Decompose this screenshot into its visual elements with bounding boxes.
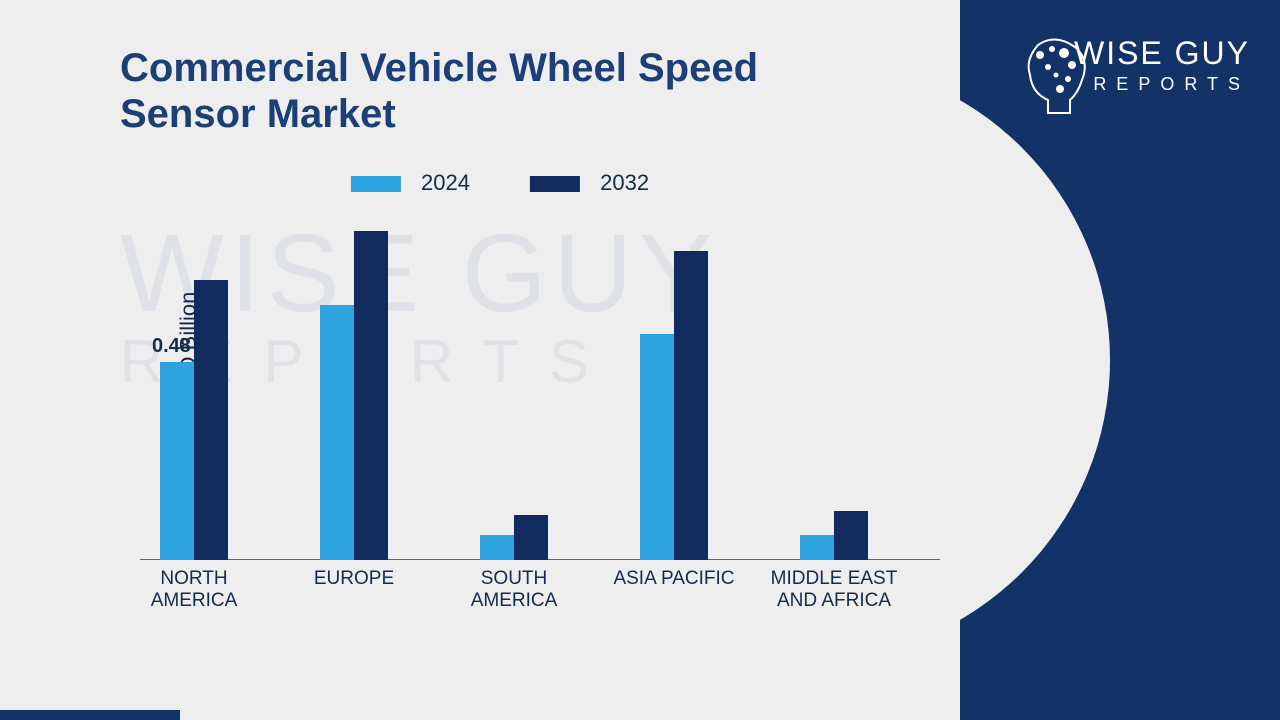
plot-area: 0.48NORTH AMERICAEUROPESOUTH AMERICAASIA… (140, 210, 940, 560)
bar (834, 511, 868, 560)
category-label: ASIA PACIFIC (604, 568, 744, 590)
legend-item-2024: 2024 (351, 170, 470, 196)
page-root: WISE GUY REPORTS Commercial Vehicle Whee… (0, 0, 1280, 720)
logo-line1: WISE GUY (1074, 35, 1250, 72)
legend: 2024 2032 (351, 170, 649, 196)
legend-item-2032: 2032 (530, 170, 649, 196)
bar (674, 251, 708, 560)
bar (320, 305, 354, 560)
category-label: SOUTH AMERICA (444, 568, 584, 612)
bar (480, 535, 514, 560)
bar (800, 535, 834, 560)
bar-value-label: 0.48 (152, 335, 191, 358)
legend-label: 2032 (600, 170, 649, 195)
brand-logo: WISE GUY REPORTS (1074, 35, 1250, 95)
category-label: EUROPE (284, 568, 424, 590)
category-label: MIDDLE EAST AND AFRICA (764, 568, 904, 612)
bar (514, 515, 548, 560)
footer-accent-bar (0, 710, 180, 720)
bar (640, 334, 674, 560)
category-label: NORTH AMERICA (124, 568, 264, 612)
legend-swatch-icon (530, 176, 580, 192)
bar (160, 362, 194, 560)
chart: Market Size in USD Billion 2024 2032 0.4… (60, 170, 940, 670)
logo-line2: REPORTS (1074, 74, 1250, 95)
logo-head-icon (1020, 35, 1090, 115)
legend-label: 2024 (421, 170, 470, 195)
bar (354, 231, 388, 560)
legend-swatch-icon (351, 176, 401, 192)
bar (194, 280, 228, 560)
chart-title: Commercial Vehicle Wheel Speed Sensor Ma… (120, 45, 820, 137)
